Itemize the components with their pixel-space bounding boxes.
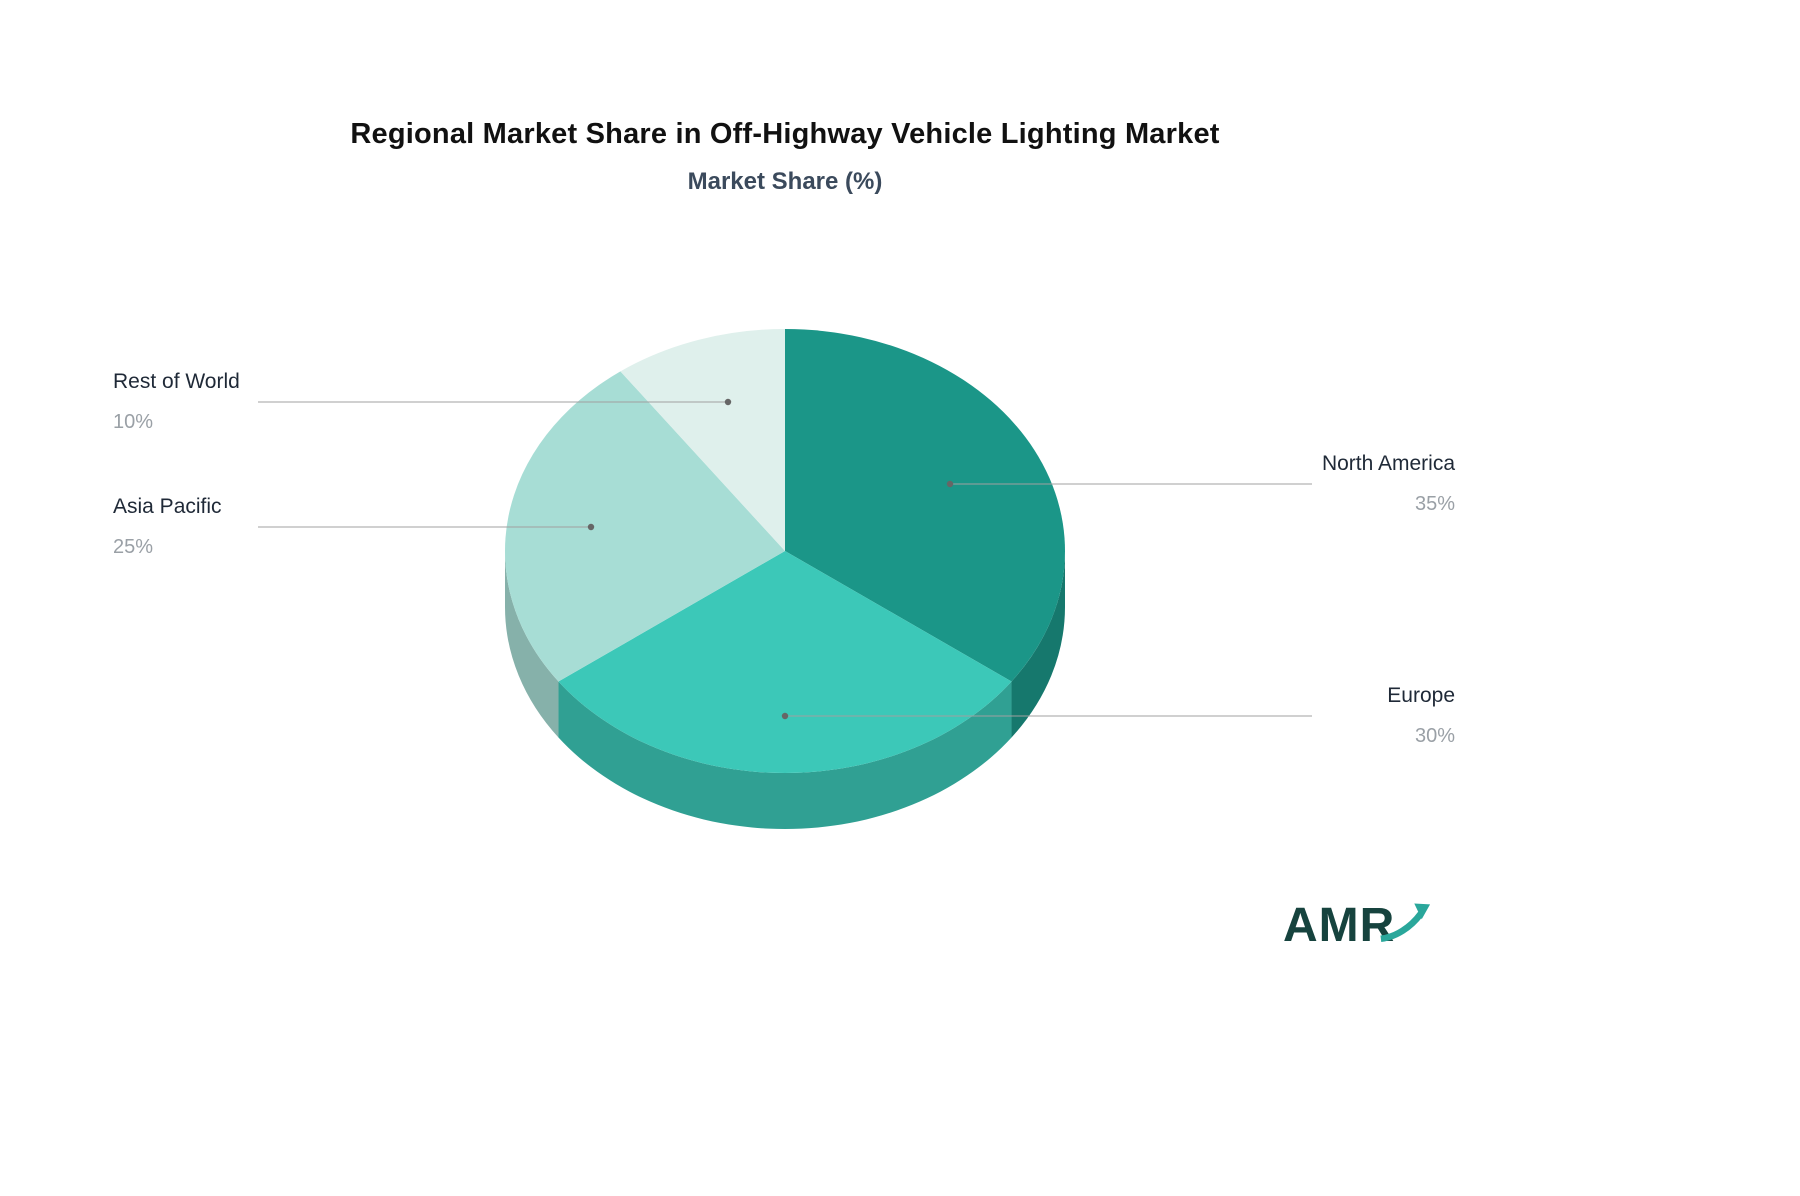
callout-value-rest-of-world: 10%: [113, 411, 154, 433]
callout-value-europe: 30%: [1414, 725, 1455, 747]
callout-label-rest-of-world: Rest of World: [113, 370, 240, 393]
leader-dot-north-america: [946, 480, 954, 488]
logo-arrow-icon: [1380, 903, 1431, 942]
pie-slice-rest-of-world[interactable]: [620, 329, 785, 551]
pie-slice-side-asia-pacific: [505, 551, 559, 738]
callout-value-north-america: 35%: [1414, 493, 1455, 515]
pie-slice-europe[interactable]: [558, 551, 1012, 773]
pie-slice-north-america[interactable]: [785, 329, 1065, 682]
pie-slice-side-north-america: [1011, 551, 1065, 738]
pie-slice-side-europe: [558, 681, 1012, 829]
leader-dot-asia-pacific: [587, 523, 595, 531]
callout-label-asia-pacific: Asia Pacific: [113, 495, 222, 518]
amr-logo: AMR: [1283, 898, 1431, 953]
callout-value-asia-pacific: 25%: [113, 536, 154, 558]
callout-label-north-america: North America: [1321, 452, 1455, 475]
chart-subtitle: Market Share (%): [687, 168, 883, 195]
callout-label-europe: Europe: [1387, 684, 1455, 707]
pie-slice-asia-pacific[interactable]: [504, 371, 785, 682]
leader-dot-rest-of-world: [724, 398, 732, 406]
amr-logo-text: AMR: [1283, 899, 1396, 952]
chart-title: Regional Market Share in Off-Highway Veh…: [350, 118, 1220, 150]
leader-dot-europe: [781, 712, 789, 720]
